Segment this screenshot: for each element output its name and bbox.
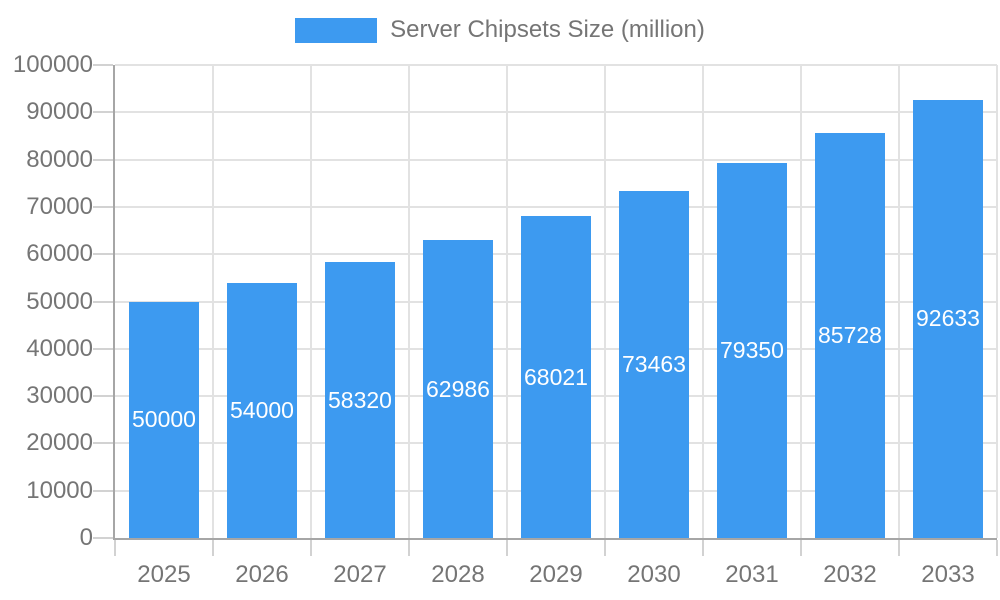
v-gridline (898, 65, 900, 538)
v-gridline (604, 65, 606, 538)
bar-2028[interactable]: 62986 (423, 240, 493, 538)
y-axis-label: 20000 (26, 429, 93, 457)
y-tick (93, 64, 113, 66)
y-axis-label: 0 (79, 524, 93, 551)
bar-value-label: 54000 (230, 396, 294, 423)
bar-value-label: 58320 (328, 386, 392, 413)
y-axis-label: 70000 (26, 192, 93, 220)
h-gridline (115, 64, 997, 66)
x-tick (506, 540, 508, 556)
y-tick (93, 253, 113, 256)
x-tick (702, 540, 704, 556)
x-axis-label: 2028 (431, 561, 485, 588)
y-axis-label: 30000 (26, 382, 93, 410)
bar-value-label: 50000 (132, 406, 196, 433)
y-tick (93, 537, 113, 539)
v-gridline (310, 65, 312, 538)
bar-value-label: 92633 (916, 305, 980, 332)
y-tick (93, 489, 113, 492)
v-gridline (800, 65, 802, 538)
x-tick (212, 540, 214, 556)
v-gridline (212, 65, 214, 538)
x-axis-label: 2032 (823, 561, 877, 588)
bar-2026[interactable]: 54000 (227, 282, 297, 538)
y-axis-label: 40000 (26, 334, 93, 362)
bar-value-label: 68021 (524, 363, 588, 390)
x-axis-label: 2025 (137, 561, 191, 588)
x-axis-label: 2030 (627, 561, 681, 588)
bar-2031[interactable]: 79350 (717, 162, 787, 538)
bar-2025[interactable]: 50000 (129, 301, 199, 538)
x-tick (310, 540, 312, 556)
x-axis-label: 2033 (921, 561, 975, 588)
y-tick (93, 442, 113, 445)
y-axis-label: 90000 (26, 98, 93, 126)
h-gridline (115, 205, 997, 208)
bar-value-label: 73463 (622, 350, 686, 377)
legend-swatch (295, 17, 378, 43)
bar-2032[interactable]: 85728 (815, 132, 885, 538)
y-tick (93, 300, 113, 303)
y-axis-label: 80000 (26, 145, 93, 173)
y-axis-label: 10000 (26, 476, 93, 504)
x-tick (408, 540, 410, 556)
v-gridline (506, 65, 508, 538)
x-axis-label: 2031 (725, 561, 779, 588)
x-axis-label: 2026 (235, 561, 289, 588)
y-tick (93, 205, 113, 208)
bar-2029[interactable]: 68021 (521, 216, 591, 538)
y-tick (93, 347, 113, 350)
bar-value-label: 79350 (720, 336, 784, 363)
bar-2030[interactable]: 73463 (619, 190, 689, 538)
y-tick (93, 158, 113, 161)
h-gridline (115, 111, 997, 114)
legend-item[interactable]: Server Chipsets Size (million) (0, 16, 1000, 44)
v-gridline (996, 65, 998, 538)
bar-2027[interactable]: 58320 (325, 262, 395, 538)
bar-value-label: 62986 (426, 375, 490, 402)
x-axis-label: 2027 (333, 561, 387, 588)
y-tick (93, 395, 113, 398)
x-tick (114, 540, 116, 556)
y-axis-label: 50000 (26, 287, 93, 315)
x-tick (898, 540, 900, 556)
bar-value-label: 85728 (818, 321, 882, 348)
y-axis-label: 100000 (12, 51, 93, 78)
y-tick (93, 111, 113, 114)
x-tick (800, 540, 802, 556)
y-axis-label: 60000 (26, 240, 93, 268)
x-axis-label: 2029 (529, 561, 583, 588)
x-axis-line (113, 538, 997, 540)
plot-area: 50000 54000 58320 62986 68021 73463 79350 85728… (113, 64, 998, 540)
legend-label: Server Chipsets Size (million) (390, 16, 705, 43)
y-axis-line (113, 65, 115, 538)
bar-2033[interactable]: 92633 (913, 99, 983, 538)
v-gridline (702, 65, 704, 538)
x-tick (604, 540, 606, 556)
v-gridline (408, 65, 410, 538)
x-tick (996, 540, 998, 556)
h-gridline (115, 158, 997, 161)
